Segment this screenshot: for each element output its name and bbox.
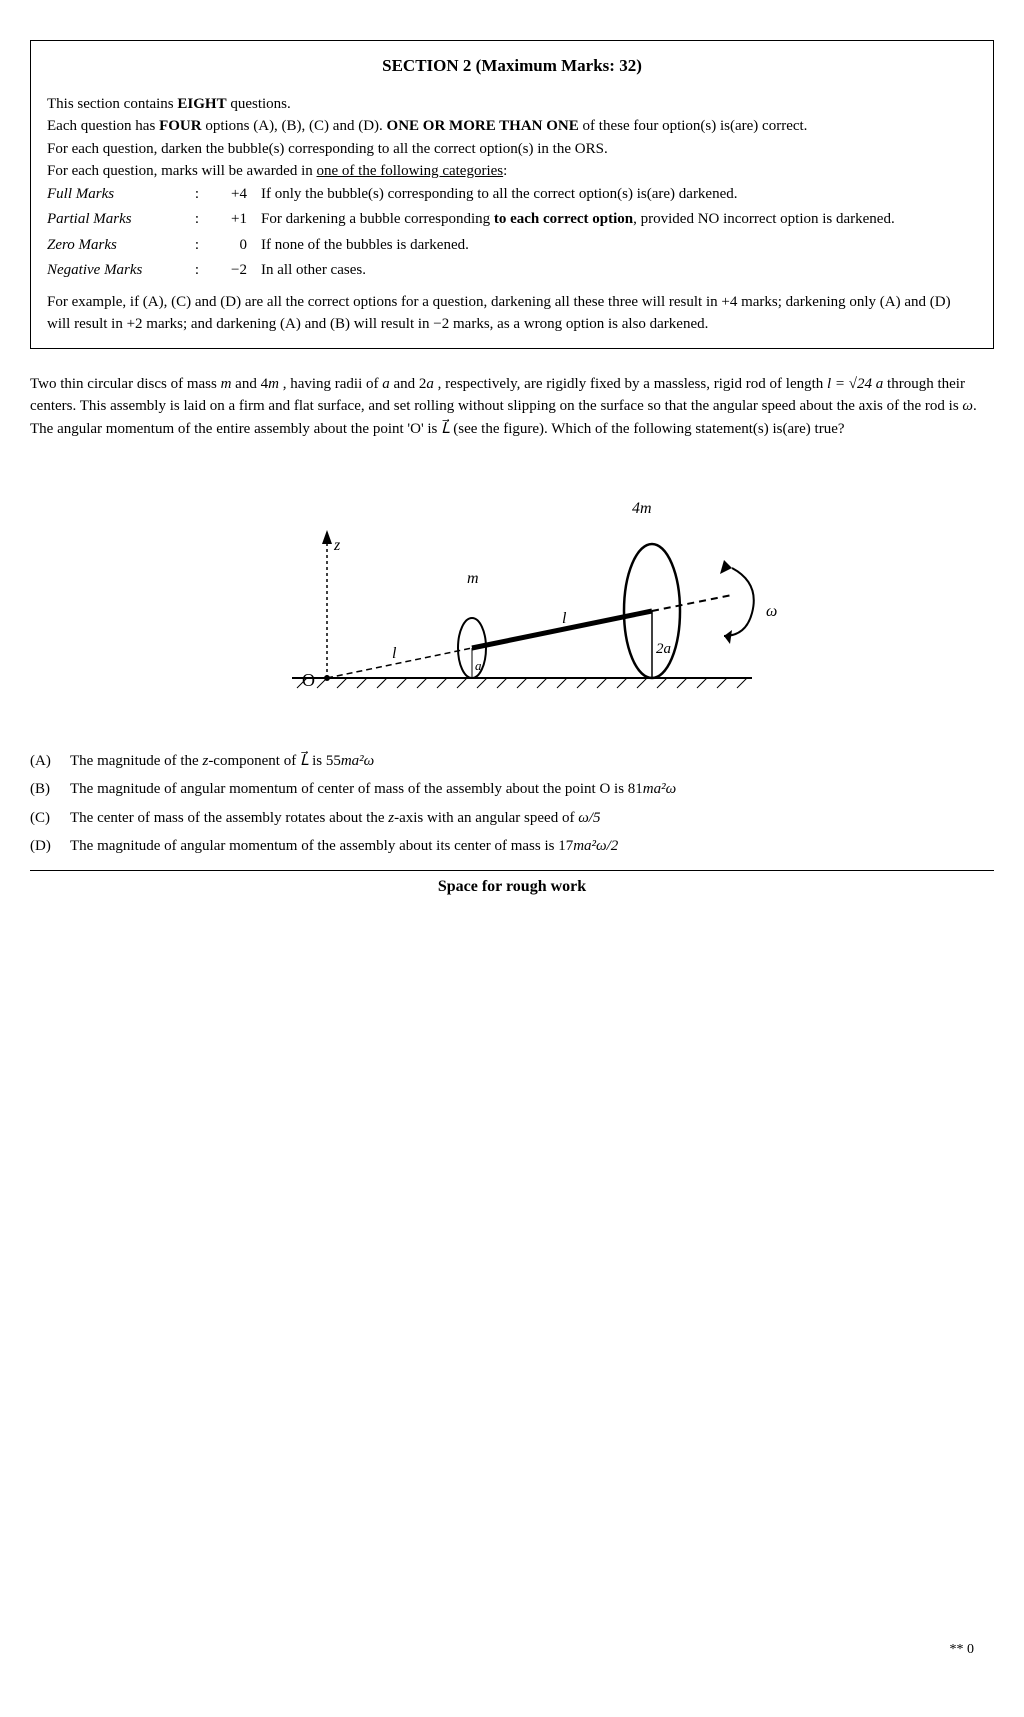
section-title: SECTION 2 (Maximum Marks: 32) (47, 53, 977, 79)
option-text: The magnitude of the z-component of L⃗ i… (70, 750, 994, 773)
intro-line-4: For each question, marks will be awarded… (47, 160, 977, 183)
rough-work-heading: Space for rough work (30, 875, 994, 899)
marks-label: Partial Marks (47, 208, 187, 234)
example-paragraph: For example, if (A), (C) and (D) are all… (47, 291, 977, 336)
marks-value: +1 (207, 208, 261, 234)
marks-description: For darkening a bubble corresponding to … (261, 208, 977, 234)
table-row: Partial Marks : +1 For darkening a bubbl… (47, 208, 977, 234)
page-number: ** 0 (950, 1639, 975, 1660)
option-d: (D) The magnitude of angular momentum of… (30, 835, 994, 858)
intro-line-1: This section contains EIGHT questions. (47, 93, 977, 116)
marks-description: If none of the bubbles is darkened. (261, 234, 977, 260)
option-text: The magnitude of angular momentum of the… (70, 835, 994, 858)
marks-value: 0 (207, 234, 261, 260)
intro-line-3: For each question, darken the bubble(s) … (47, 138, 977, 161)
intro-line-2: Each question has FOUR options (A), (B),… (47, 115, 977, 138)
marks-description: In all other cases. (261, 259, 977, 285)
table-row: Zero Marks : 0 If none of the bubbles is… (47, 234, 977, 260)
figure-label-l2: l (562, 610, 567, 627)
marks-sep: : (187, 208, 207, 234)
option-label: (B) (30, 778, 70, 801)
table-row: Negative Marks : −2 In all other cases. (47, 259, 977, 285)
table-row: Full Marks : +4 If only the bubble(s) co… (47, 183, 977, 209)
marks-sep: : (187, 234, 207, 260)
option-text: The magnitude of angular momentum of cen… (70, 778, 994, 801)
marks-label: Full Marks (47, 183, 187, 209)
option-label: (C) (30, 807, 70, 830)
question-paragraph: Two thin circular discs of mass m and 4m… (30, 373, 994, 441)
option-b: (B) The magnitude of angular momentum of… (30, 778, 994, 801)
figure-label-4m: 4m (632, 500, 652, 517)
option-c: (C) The center of mass of the assembly r… (30, 807, 994, 830)
figure-label-2a: 2a (656, 641, 671, 657)
horizontal-divider (30, 870, 994, 871)
section-instructions-box: SECTION 2 (Maximum Marks: 32) This secti… (30, 40, 994, 349)
figure-label-l1: l (392, 645, 397, 662)
option-text: The center of mass of the assembly rotat… (70, 807, 994, 830)
marks-sep: : (187, 183, 207, 209)
marks-label: Zero Marks (47, 234, 187, 260)
options-list: (A) The magnitude of the z-component of … (30, 750, 994, 858)
option-label: (A) (30, 750, 70, 773)
marks-value: −2 (207, 259, 261, 285)
question-figure: z O l m a l 4m 2a ω (30, 458, 994, 726)
marks-label: Negative Marks (47, 259, 187, 285)
figure-svg: z O l m a l 4m 2a ω (232, 458, 792, 718)
figure-label-O: O (302, 670, 315, 690)
marks-table: Full Marks : +4 If only the bubble(s) co… (47, 183, 977, 285)
figure-label-omega: ω (766, 603, 777, 620)
option-label: (D) (30, 835, 70, 858)
page: SECTION 2 (Maximum Marks: 32) This secti… (30, 40, 994, 1660)
marks-description: If only the bubble(s) corresponding to a… (261, 183, 977, 209)
marks-sep: : (187, 259, 207, 285)
option-a: (A) The magnitude of the z-component of … (30, 750, 994, 773)
figure-label-a: a (475, 658, 482, 673)
marks-value: +4 (207, 183, 261, 209)
figure-label-m: m (467, 570, 479, 587)
figure-label-z: z (333, 537, 341, 554)
